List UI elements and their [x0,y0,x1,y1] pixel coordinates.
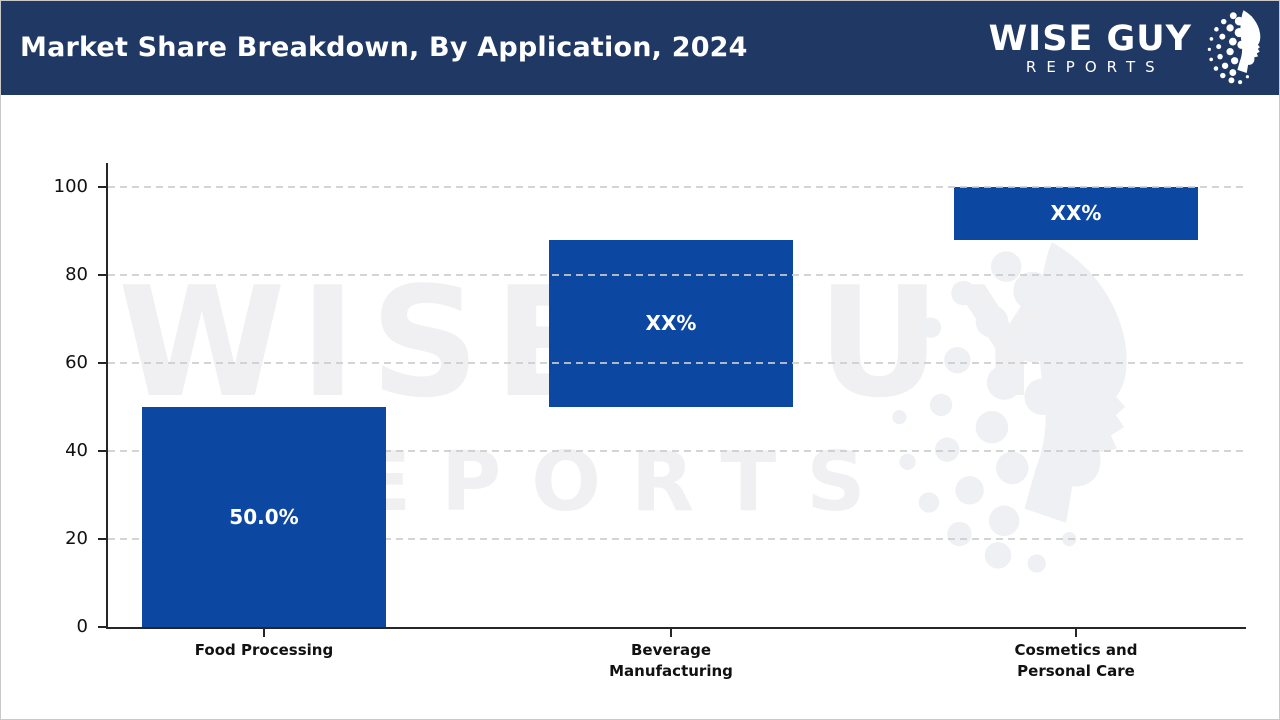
y-tick-label: 40 [65,440,88,461]
x-tick-mark [263,629,265,637]
y-tick-mark [98,274,107,276]
x-axis-spine [106,627,1246,629]
bar-value-label: 50.0% [229,505,299,529]
bar-value-label: XX% [1050,201,1102,226]
bar-segment: 50.0% [142,407,386,627]
y-axis-spine [106,163,108,629]
category-label: Cosmetics and Personal Care [1014,641,1138,680]
bar-segment: XX% [549,239,793,407]
x-tick-mark [670,629,672,637]
y-tick-label: 80 [65,264,88,285]
gridline [108,186,1246,188]
y-tick-label: 20 [65,528,88,549]
gridline [108,274,1246,276]
y-tick-label: 60 [65,352,88,373]
logo-wordmark: WISE GUY [988,19,1192,59]
brand-logo: WISE GUY REPORTS [989,4,1268,92]
gridline [108,538,1246,540]
gridline [108,362,1246,364]
logo-head-icon [1207,10,1261,85]
y-tick-mark [98,450,107,452]
y-tick-mark [98,538,107,540]
bar-segment: XX% [954,187,1198,240]
category-label: Food Processing [194,641,334,659]
y-tick-mark [98,626,107,628]
y-tick-mark [98,362,107,364]
watermark-head-icon [892,242,1127,573]
y-tick-mark [98,186,107,188]
y-tick-label: 0 [76,616,88,637]
category-label: Beverage Manufacturing [609,641,733,680]
x-tick-mark [1075,629,1077,637]
gridline [108,450,1246,452]
header-bar: Market Share Breakdown, By Application, … [0,0,1280,95]
bar-value-label: XX% [645,311,697,336]
page-title: Market Share Breakdown, By Application, … [20,32,748,63]
y-tick-label: 100 [53,176,88,197]
logo-subtext: REPORTS [1025,58,1165,76]
